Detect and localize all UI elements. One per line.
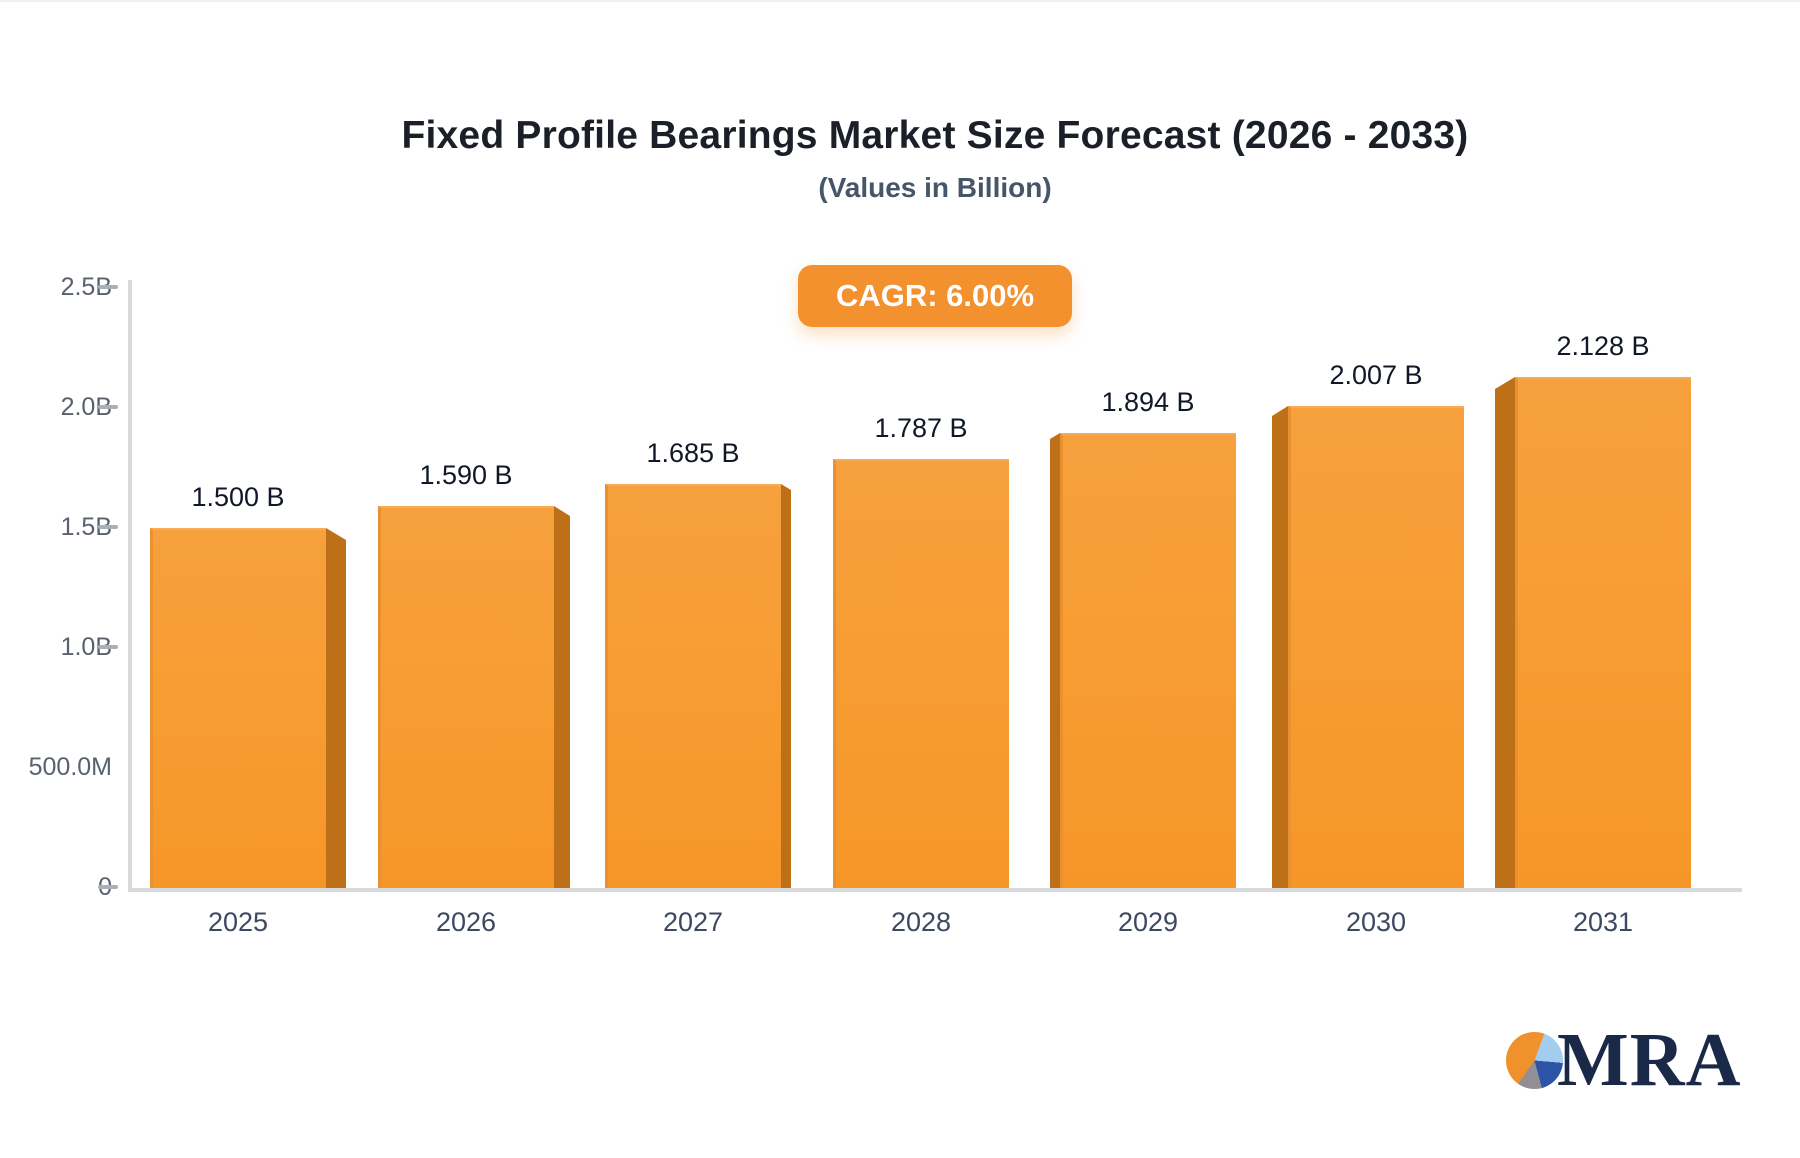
bar-2028 xyxy=(833,459,1009,888)
bar-2025 xyxy=(150,528,326,888)
x-axis-label-2028: 2028 xyxy=(890,907,952,937)
bar-side-2025 xyxy=(326,528,346,888)
pie-chart-logo-icon xyxy=(1506,1032,1563,1089)
y-axis-tick-label: 1.0B xyxy=(60,633,112,661)
x-axis-label-2027: 2027 xyxy=(662,907,724,937)
y-axis-tick-mark xyxy=(98,525,118,529)
bar-value-label: 1.685 B xyxy=(646,438,740,468)
bar-side-2027 xyxy=(781,484,791,888)
x-axis-line xyxy=(128,888,1742,892)
chart-header: Fixed Profile Bearings Market Size Forec… xyxy=(35,2,1800,204)
bar-value-label: 1.500 B xyxy=(191,482,285,512)
y-axis-tick-label: 500.0M xyxy=(28,753,112,781)
bar-side-2029 xyxy=(1050,433,1060,888)
chart-title: Fixed Profile Bearings Market Size Forec… xyxy=(401,114,1469,157)
y-axis-tick-mark xyxy=(98,285,118,289)
cagr-badge-wrap: CAGR: 6.00% xyxy=(35,265,1800,327)
y-axis-tick-label: 1.5B xyxy=(60,513,112,541)
y-axis-tick-label: 2.0B xyxy=(60,393,112,421)
logo-text: MRA xyxy=(1557,1018,1742,1102)
cagr-badge: CAGR: 6.00% xyxy=(797,265,1073,327)
bar-2026 xyxy=(378,506,554,888)
bar-2031 xyxy=(1515,377,1691,888)
bar-value-label: 1.894 B xyxy=(1101,387,1195,417)
bar-2029 xyxy=(1060,433,1236,888)
bar-2027 xyxy=(605,484,781,888)
bar-side-2026 xyxy=(554,506,570,888)
x-axis-label-2026: 2026 xyxy=(435,907,497,937)
bar-value-label: 2.007 B xyxy=(1329,360,1423,390)
x-axis-label-2031: 2031 xyxy=(1572,907,1634,937)
bar-value-label: 1.590 B xyxy=(419,460,513,490)
logo: MRA xyxy=(1506,1018,1742,1102)
bar-value-label: 1.787 B xyxy=(874,413,968,443)
y-axis-tick-mark xyxy=(98,405,118,409)
y-axis-tick-label: 2.5B xyxy=(60,273,112,301)
bar-side-2030 xyxy=(1272,406,1288,888)
y-axis-tick-label: 0 xyxy=(0,871,112,903)
y-axis-tick-mark xyxy=(98,885,118,889)
x-axis-label-2025: 2025 xyxy=(207,907,269,937)
x-axis-label-2030: 2030 xyxy=(1345,907,1407,937)
y-axis-line xyxy=(128,280,132,891)
bar-2030 xyxy=(1288,406,1464,888)
y-axis-tick-mark xyxy=(98,645,118,649)
chart-subtitle: (Values in Billion) xyxy=(818,172,1052,203)
bar-side-2031 xyxy=(1495,377,1515,888)
x-axis-label-2029: 2029 xyxy=(1117,907,1179,937)
bar-value-label: 2.128 B xyxy=(1556,331,1650,361)
